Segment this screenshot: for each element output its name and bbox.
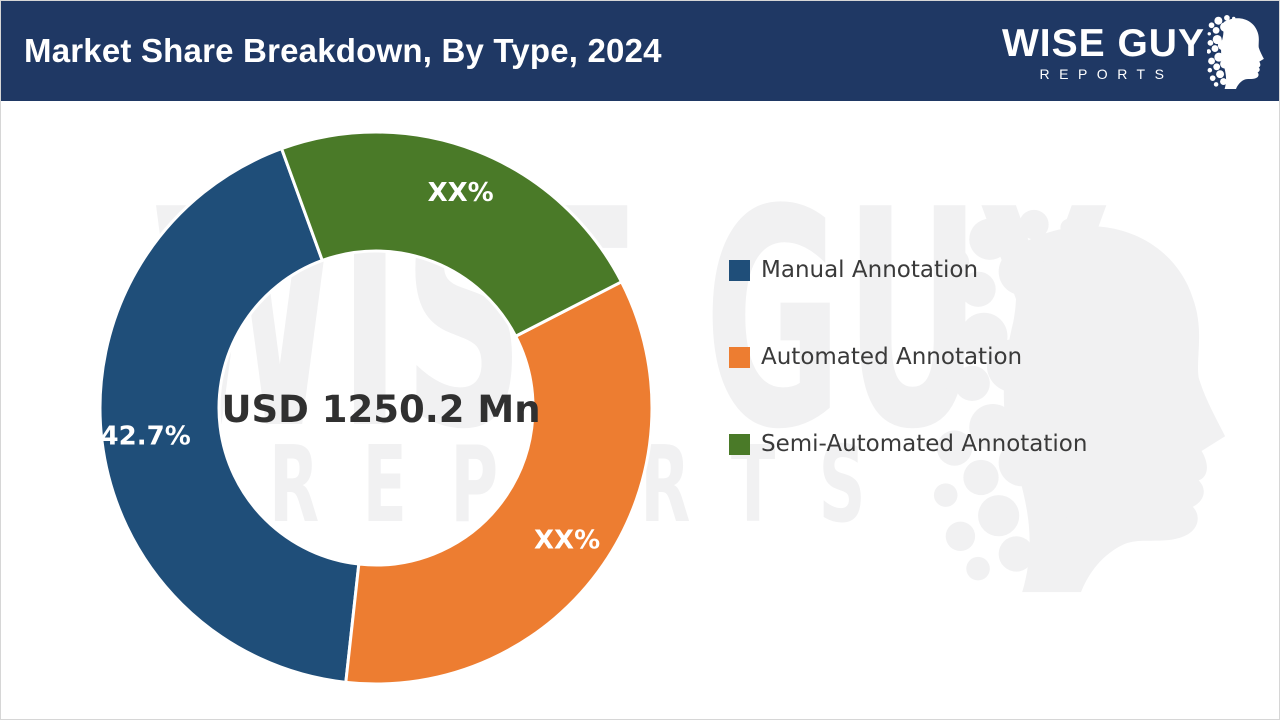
segment-value-label-manual-annotation: 42.7% [101, 422, 191, 452]
logo-name: WISE GUY [1001, 21, 1205, 65]
donut-segment-automated-annotation [344, 280, 654, 686]
page-title: Market Share Breakdown, By Type, 2024 [24, 32, 662, 69]
segment-value-label-semi-automated-annotation: XX% [428, 178, 494, 208]
chart-legend: Manual Annotation Automated Annotation Sem… [729, 257, 1087, 457]
legend-label: Automated Annotation [761, 344, 1023, 370]
legend-item-automated-annotation: Automated Annotation [729, 344, 1087, 370]
legend-label: Semi-Automated Annotation [761, 431, 1088, 457]
header-bar: Market Share Breakdown, By Type, 2024 WI… [1, 1, 1279, 101]
segment-value-label-automated-annotation: XX% [534, 526, 600, 556]
donut-center-value: USD 1250.2 Mn [221, 388, 540, 431]
legend-label: Manual Annotation [761, 257, 979, 283]
donut-segment-semi-automated-annotation [280, 130, 623, 338]
logo-tagline: REPORTS [1039, 65, 1174, 82]
donut-segment-manual-annotation [98, 147, 361, 684]
wise-guy-logo: WISE GUY REPORTS [1002, 15, 1265, 89]
legend-item-manual-annotation: Manual Annotation [729, 257, 1087, 283]
legend-swatch-manual-annotation [729, 259, 750, 281]
logo-text: WISE GUY REPORTS [1002, 24, 1205, 81]
legend-swatch-semi-automated-annotation [729, 433, 750, 455]
legend-swatch-automated-annotation [729, 346, 750, 368]
legend-item-semi-automated-annotation: Semi-Automated Annotation [729, 431, 1087, 457]
